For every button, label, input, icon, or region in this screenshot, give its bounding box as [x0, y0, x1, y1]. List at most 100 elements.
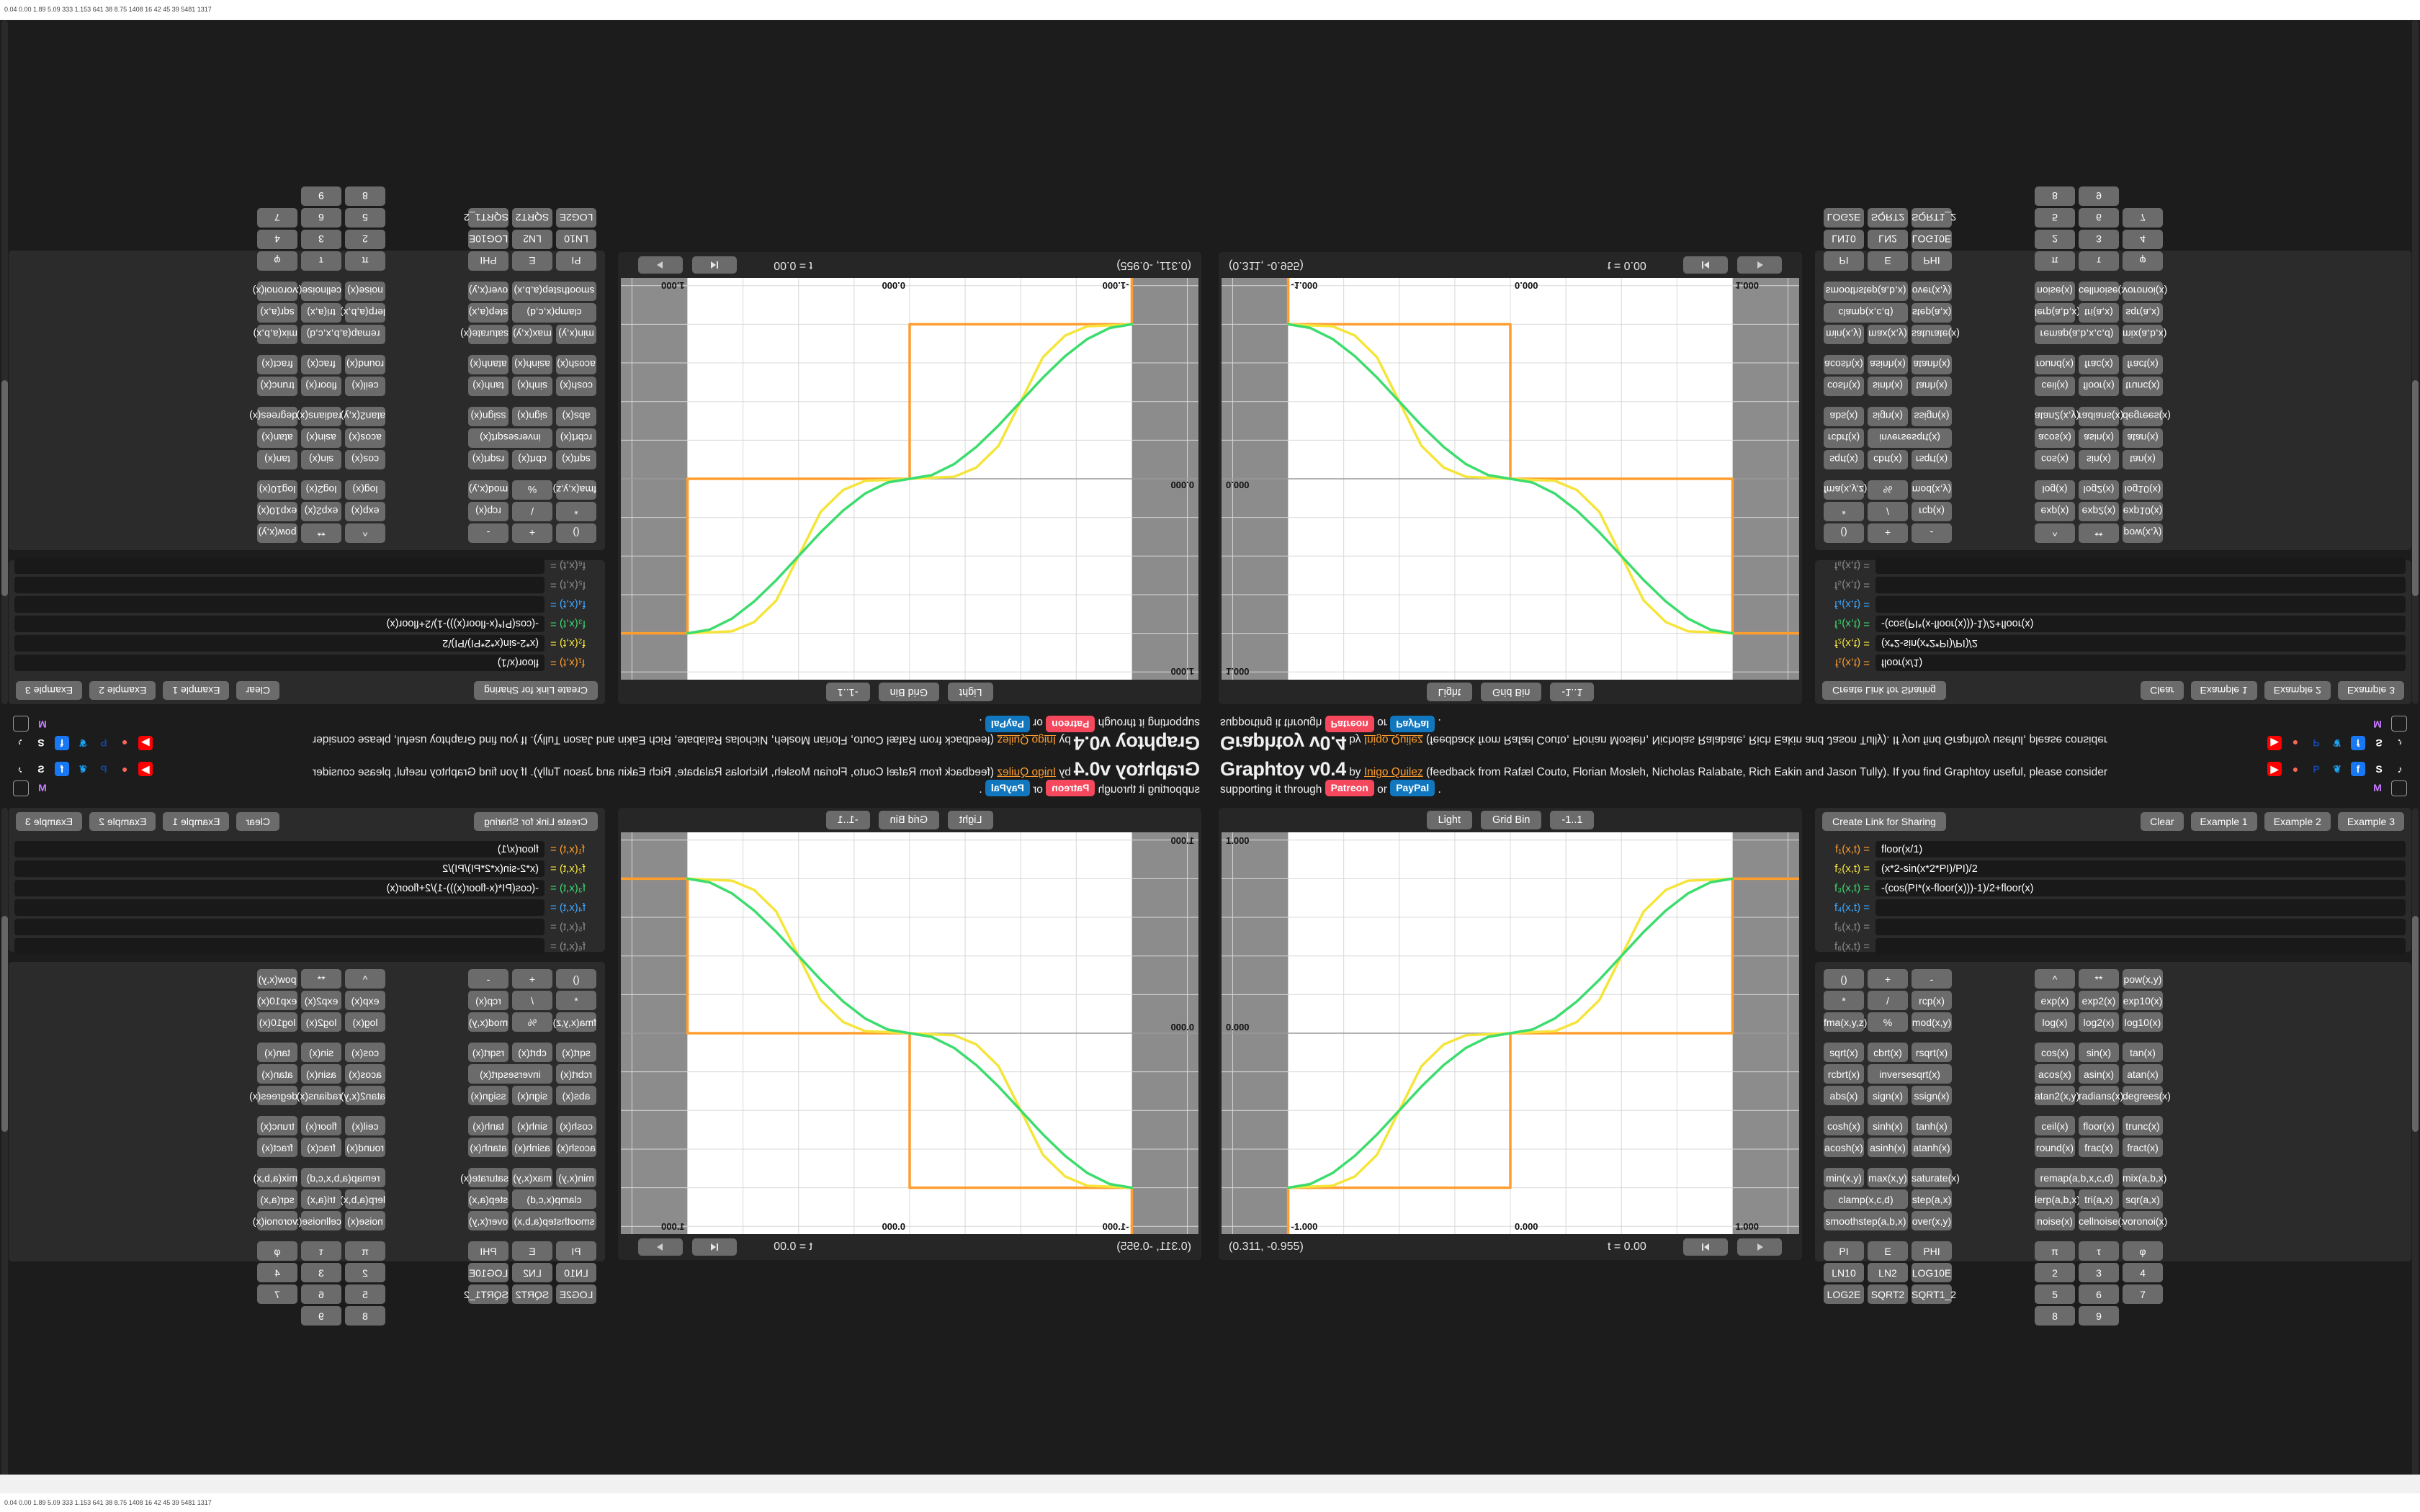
- theme-toggle-button[interactable]: Light: [1426, 811, 1473, 829]
- key-min-x-y[interactable]: min(x,y): [1824, 1168, 1864, 1187]
- key-exp2-x[interactable]: exp2(x): [2079, 991, 2119, 1010]
- key-e[interactable]: E: [1868, 1241, 1908, 1261]
- create-link-button[interactable]: Create Link for Sharing: [1822, 812, 1946, 831]
- formula-input-5[interactable]: [1876, 919, 2406, 935]
- key-log2e[interactable]: LOG2E: [1824, 1284, 1864, 1304]
- key-round-x[interactable]: round(x): [2035, 1138, 2075, 1157]
- key-[interactable]: **: [2079, 969, 2119, 989]
- key-mix-a-b-x[interactable]: mix(a,b,x): [2123, 1168, 2166, 1187]
- key-saturate-x[interactable]: saturate(x): [1912, 1168, 1960, 1187]
- key-atanh-x[interactable]: atanh(x): [1912, 1138, 1952, 1157]
- key-7[interactable]: 7: [2123, 1284, 2163, 1304]
- example-1-button[interactable]: Example 1: [2190, 812, 2257, 831]
- key-6[interactable]: 6: [2079, 1284, 2119, 1304]
- key-radians-x[interactable]: radians(x): [2079, 1086, 2123, 1105]
- formula-input-6[interactable]: [1876, 938, 2406, 955]
- key-4[interactable]: 4: [2123, 1263, 2163, 1282]
- key-atan-x[interactable]: atan(x): [2123, 1064, 2163, 1084]
- key-[interactable]: %: [1868, 1012, 1908, 1032]
- key-abs-x[interactable]: abs(x): [1824, 1086, 1864, 1105]
- key-[interactable]: -: [1912, 969, 1952, 989]
- page-scrollbar[interactable]: [2412, 808, 2419, 1492]
- key-tanh-x[interactable]: tanh(x): [1912, 1116, 1952, 1135]
- rewind-button[interactable]: [1683, 1238, 1728, 1256]
- key-[interactable]: φ: [2123, 1241, 2163, 1261]
- formula-input-2[interactable]: [1876, 860, 2406, 877]
- example-3-button[interactable]: Example 3: [2337, 812, 2404, 831]
- key-pi[interactable]: PI: [1824, 1241, 1864, 1261]
- clear-button[interactable]: Clear: [2141, 812, 2184, 831]
- key-exp-x[interactable]: exp(x): [2035, 991, 2075, 1010]
- key-cbrt-x[interactable]: cbrt(x): [1868, 1043, 1908, 1062]
- key-ceil-x[interactable]: ceil(x): [2035, 1116, 2075, 1135]
- key-asin-x[interactable]: asin(x): [2079, 1064, 2119, 1084]
- tiktok-icon[interactable]: ♪: [2393, 762, 2407, 776]
- key-[interactable]: τ: [2079, 1241, 2119, 1261]
- key-step-a-x[interactable]: step(a,x): [1912, 1189, 1952, 1209]
- key-[interactable]: (): [1824, 969, 1864, 989]
- key-rcbrt-x[interactable]: rcbrt(x): [1824, 1064, 1864, 1084]
- paypal-icon[interactable]: P: [2309, 762, 2323, 776]
- key-exp10-x[interactable]: exp10(x): [2123, 991, 2163, 1010]
- key-rsqrt-x[interactable]: rsqrt(x): [1912, 1043, 1952, 1062]
- formula-input-1[interactable]: [1876, 841, 2406, 858]
- key-2[interactable]: 2: [2035, 1263, 2075, 1282]
- patreon-link[interactable]: Patreon: [1325, 780, 1374, 796]
- key-sqr-a-x[interactable]: sqr(a,x): [2123, 1189, 2163, 1209]
- paypal-link[interactable]: PayPal: [1390, 780, 1435, 796]
- example-2-button[interactable]: Example 2: [2264, 812, 2331, 831]
- key-noise-x[interactable]: noise(x): [2035, 1211, 2075, 1230]
- quadrant-bottom-right[interactable]: Graphtoy v0.4 by Inigo Quilez (feedback …: [1210, 756, 2420, 1492]
- key-log2-x[interactable]: log2(x): [2079, 1012, 2119, 1032]
- formula-input-4[interactable]: [1876, 899, 2406, 916]
- key-log10-x[interactable]: log10(x): [2123, 1012, 2163, 1032]
- key-log-x[interactable]: log(x): [2035, 1012, 2075, 1032]
- key-5[interactable]: 5: [2035, 1284, 2075, 1304]
- key-voronoi-x[interactable]: voronoi(x): [2123, 1211, 2167, 1230]
- key-acosh-x[interactable]: acosh(x): [1824, 1138, 1864, 1157]
- key-tri-a-x[interactable]: tri(a,x): [2079, 1189, 2119, 1209]
- social-links-row2[interactable]: M: [2370, 780, 2407, 796]
- play-button[interactable]: [1737, 1238, 1782, 1256]
- key-ln2[interactable]: LN2: [1868, 1263, 1908, 1282]
- key-trunc-x[interactable]: trunc(x): [2123, 1116, 2163, 1135]
- key-inversesqrt-x[interactable]: inversesqrt(x): [1868, 1064, 1952, 1084]
- key-[interactable]: /: [1868, 991, 1908, 1010]
- key-[interactable]: π: [2035, 1241, 2075, 1261]
- key-fma-x-y-z[interactable]: fma(x,y,z): [1824, 1012, 1867, 1032]
- key-sqrt1-2[interactable]: SQRT1_2: [1912, 1284, 1956, 1304]
- youtube-icon[interactable]: ▶: [2267, 762, 2282, 776]
- key-[interactable]: *: [1824, 991, 1864, 1010]
- key-tan-x[interactable]: tan(x): [2123, 1043, 2163, 1062]
- key-degrees-x[interactable]: degrees(x): [2123, 1086, 2171, 1105]
- scrollbar-thumb[interactable]: [2412, 916, 2419, 1132]
- key-sign-x[interactable]: sign(x): [1868, 1086, 1908, 1105]
- twitter-icon[interactable]: ❦: [2330, 762, 2344, 776]
- key-remap-a-b-x-c-d[interactable]: remap(a,b,x,c,d): [2035, 1168, 2119, 1187]
- key-ln10[interactable]: LN10: [1824, 1263, 1864, 1282]
- key-mod-x-y[interactable]: mod(x,y): [1912, 1012, 1952, 1032]
- range-button[interactable]: -1..1: [1550, 811, 1595, 829]
- mastodon-icon[interactable]: M: [2370, 780, 2385, 795]
- patreon-icon[interactable]: ●: [2288, 762, 2303, 776]
- formula-action-buttons[interactable]: Clear Example 1 Example 2 Example 3: [2141, 812, 2404, 831]
- key-floor-x[interactable]: floor(x): [2079, 1116, 2119, 1135]
- key-ssign-x[interactable]: ssign(x): [1912, 1086, 1952, 1105]
- key-cos-x[interactable]: cos(x): [2035, 1043, 2075, 1062]
- shadertoy-icon[interactable]: S: [2372, 762, 2386, 776]
- author-link[interactable]: Inigo Quilez: [1363, 766, 1423, 778]
- bookmark-bar[interactable]: 0.04 0.00 1.89 5.09 333 1.153 641 38 8.7…: [0, 0, 2420, 19]
- facebook-icon[interactable]: f: [2351, 762, 2365, 776]
- key-sqrt2[interactable]: SQRT2: [1868, 1284, 1908, 1304]
- key-sin-x[interactable]: sin(x): [2079, 1043, 2119, 1062]
- key-smoothstep-a-b-x[interactable]: smoothstep(a,b,x): [1824, 1211, 1908, 1230]
- key-clamp-x-c-d[interactable]: clamp(x,c,d): [1824, 1189, 1908, 1209]
- key-[interactable]: ^: [2035, 969, 2075, 989]
- social-links[interactable]: ▶ ● P ❦ f S ♪ M: [2267, 762, 2407, 796]
- key-asinh-x[interactable]: asinh(x): [1868, 1138, 1908, 1157]
- key-acos-x[interactable]: acos(x): [2035, 1064, 2075, 1084]
- grid-mode-button[interactable]: Grid Bin: [1481, 811, 1542, 829]
- key-[interactable]: +: [1868, 969, 1908, 989]
- formula-input-3[interactable]: [1876, 880, 2406, 896]
- graph-plot[interactable]: 1.000 0.000 -1.000 0.000 1.000: [1222, 832, 1799, 1234]
